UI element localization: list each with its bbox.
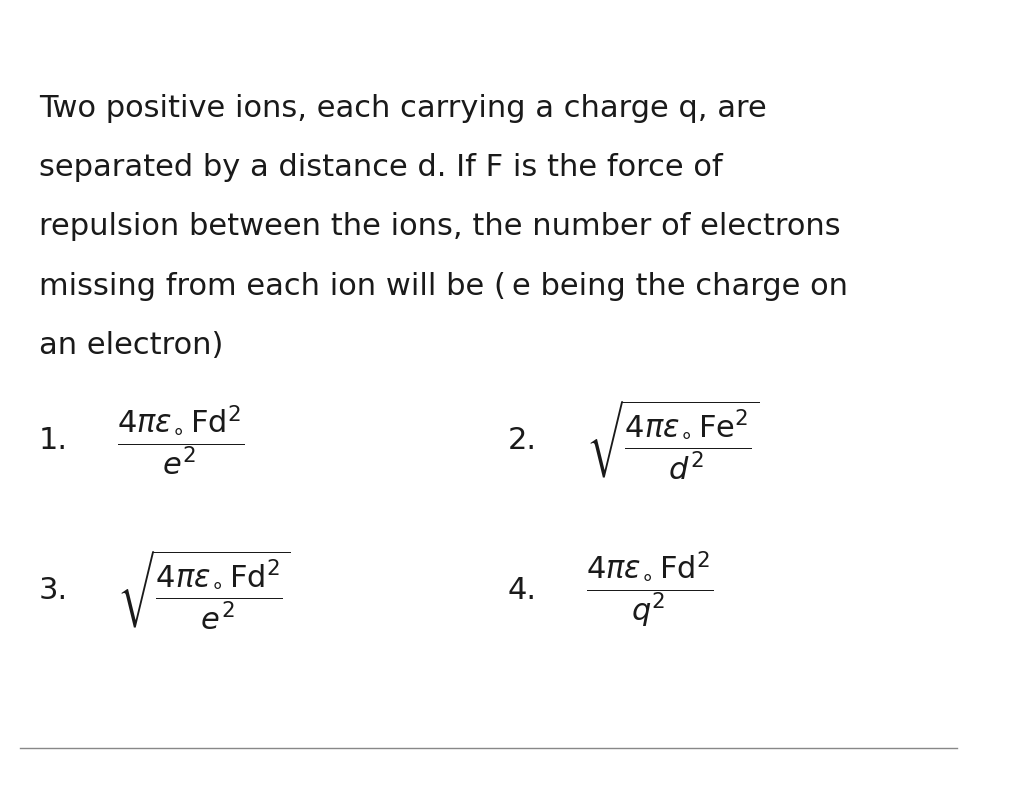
Text: Two positive ions, each carrying a charge q, are: Two positive ions, each carrying a charg… — [39, 94, 767, 124]
Text: separated by a distance d. If F is the force of: separated by a distance d. If F is the f… — [39, 153, 723, 183]
Text: 2.: 2. — [508, 427, 537, 455]
Text: $\sqrt{\dfrac{4\pi\varepsilon_{\circ}\, \mathrm{Fd}^{2}}{e^{2}}}$: $\sqrt{\dfrac{4\pi\varepsilon_{\circ}\, … — [117, 549, 291, 632]
Text: 1.: 1. — [39, 427, 68, 455]
Text: $\sqrt{\dfrac{4\pi\varepsilon_{\circ}\, \mathrm{Fe}^{2}}{d^{2}}}$: $\sqrt{\dfrac{4\pi\varepsilon_{\circ}\, … — [586, 399, 759, 482]
Text: 4.: 4. — [508, 576, 537, 604]
Text: 3.: 3. — [39, 576, 69, 604]
Text: an electron): an electron) — [39, 331, 223, 360]
Text: $\dfrac{4\pi\varepsilon_{\circ}\, \mathrm{Fd}^{2}}{q^{2}}$: $\dfrac{4\pi\varepsilon_{\circ}\, \mathr… — [586, 550, 713, 630]
Text: missing from each ion will be ( e being the charge on: missing from each ion will be ( e being … — [39, 272, 848, 301]
Text: $\dfrac{4\pi\varepsilon_{\circ}\, \mathrm{Fd}^{2}}{e^{2}}$: $\dfrac{4\pi\varepsilon_{\circ}\, \mathr… — [117, 404, 245, 478]
Text: repulsion between the ions, the number of electrons: repulsion between the ions, the number o… — [39, 212, 841, 242]
